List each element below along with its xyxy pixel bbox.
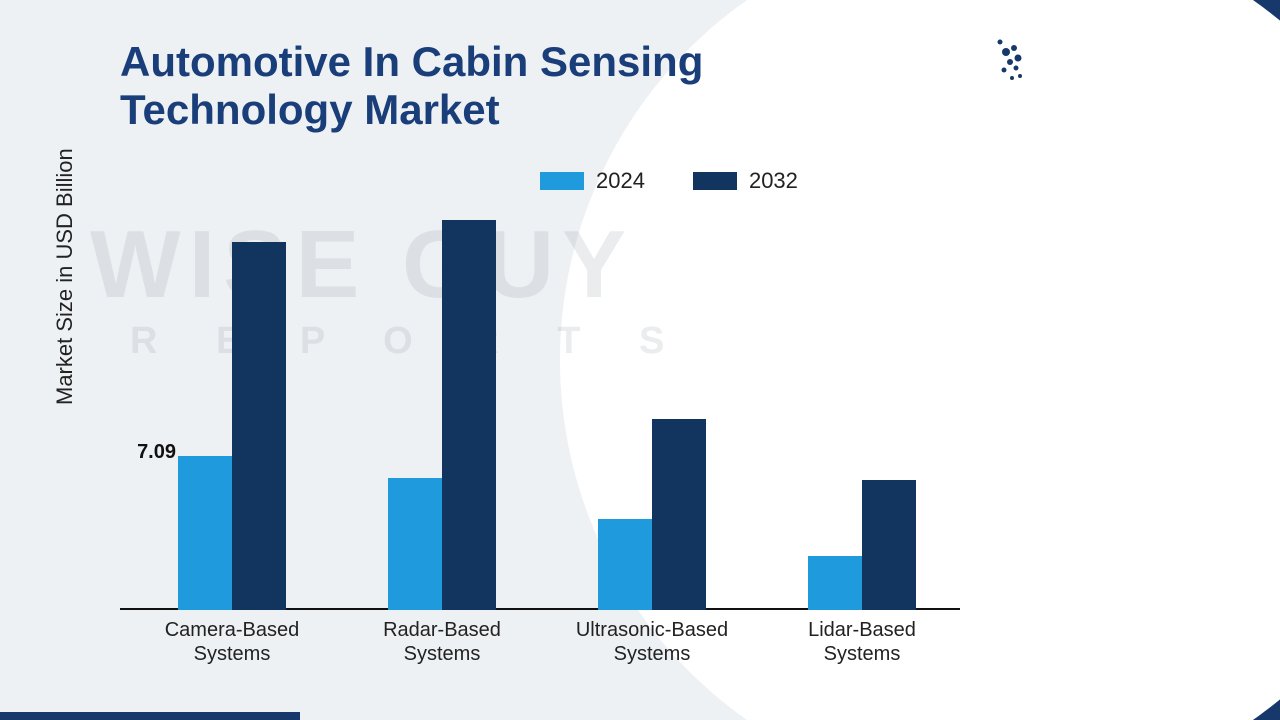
brand-logo-sub: REPORTS: [1072, 71, 1250, 87]
chart-title: Automotive In Cabin Sensing Technology M…: [120, 38, 760, 135]
bar-2032: [232, 242, 286, 610]
bottom-accent-bar: [0, 712, 300, 720]
brand-logo-main: WISE GUY: [1072, 30, 1250, 69]
chart-canvas: WISE GUY R E P O R T S Automotive In Cab…: [0, 0, 1280, 720]
category-label: Ultrasonic-BasedSystems: [562, 610, 742, 666]
bar-2024: [808, 556, 862, 610]
category-label: Camera-BasedSystems: [142, 610, 322, 666]
bar-2024: [388, 478, 442, 610]
value-label: 7.09: [120, 441, 176, 464]
bar-2032: [652, 419, 706, 610]
legend: 2024 2032: [540, 168, 798, 194]
bar-2032: [442, 220, 496, 610]
legend-label-2032: 2032: [749, 168, 798, 194]
brand-logo: WISE GUY REPORTS: [1072, 30, 1250, 87]
legend-swatch-2032: [693, 172, 737, 190]
y-axis-label: Market Size in USD Billion: [52, 148, 78, 405]
category-label: Lidar-BasedSystems: [772, 610, 952, 666]
legend-item-2032: 2032: [693, 168, 798, 194]
plot-area: 7.09Camera-BasedSystemsRadar-BasedSystem…: [120, 220, 960, 610]
category-label: Radar-BasedSystems: [352, 610, 532, 666]
bar-2024: [178, 456, 232, 610]
legend-label-2024: 2024: [596, 168, 645, 194]
head-icon: [960, 28, 1032, 112]
bar-2032: [862, 480, 916, 610]
legend-swatch-2024: [540, 172, 584, 190]
bar-2024: [598, 519, 652, 610]
legend-item-2024: 2024: [540, 168, 645, 194]
